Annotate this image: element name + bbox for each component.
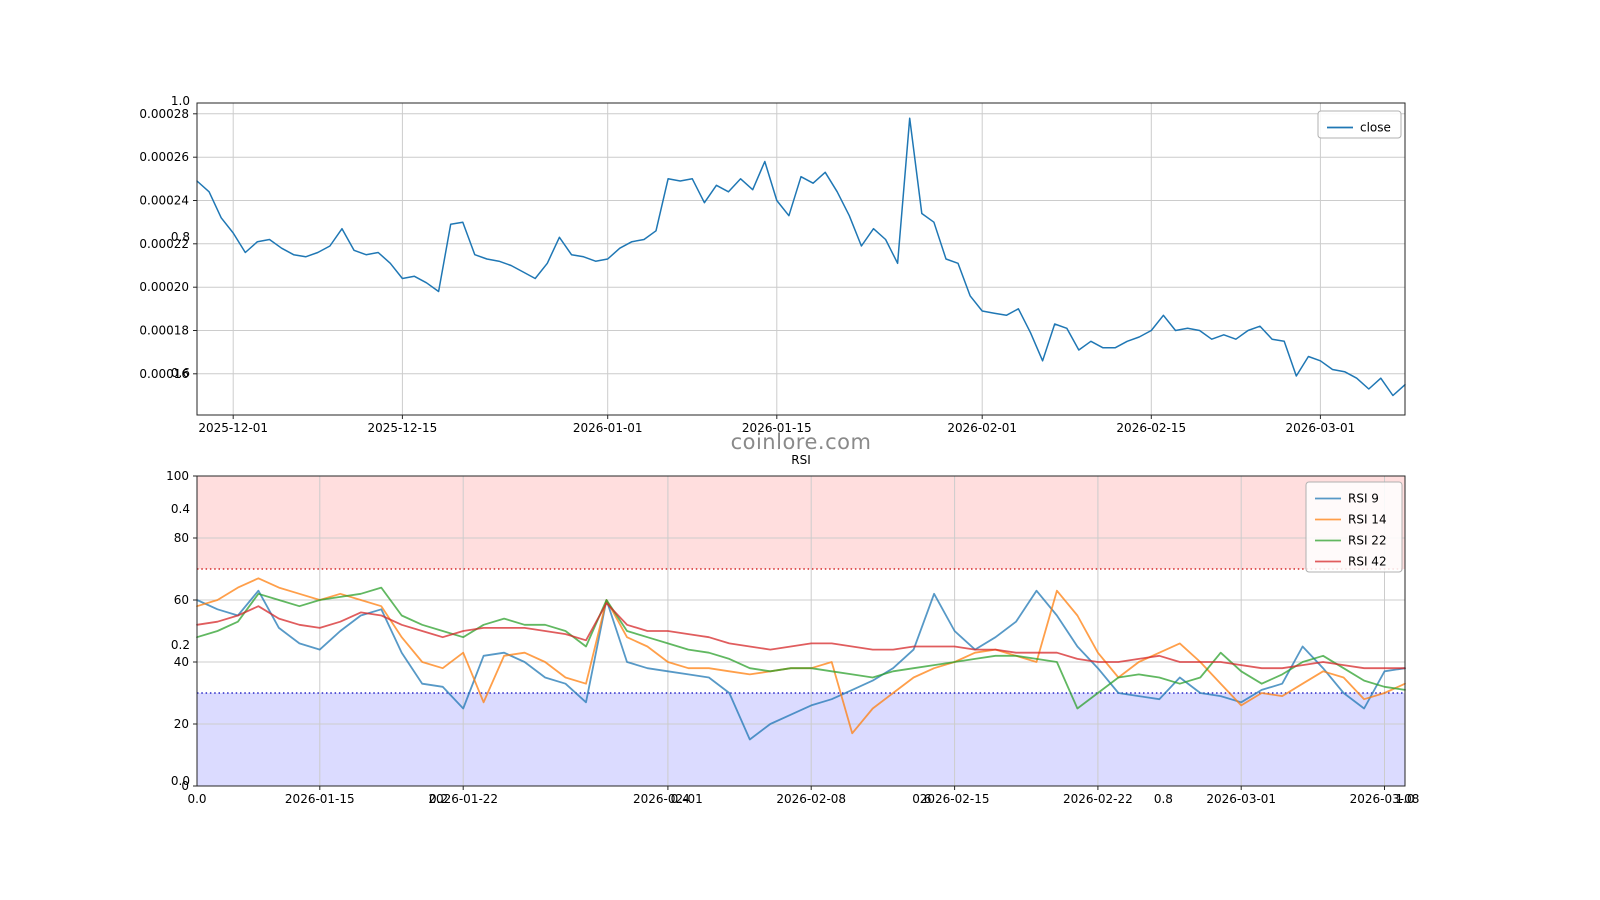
y-tick-label: 0.00022 xyxy=(139,237,189,251)
legend-label: RSI 9 xyxy=(1348,492,1379,506)
y-tick-label: 60 xyxy=(174,593,189,607)
x-tick-label: 2026-01-22 xyxy=(428,792,498,806)
legend-label: RSI 42 xyxy=(1348,555,1387,569)
secondary-x-tick-label: 0.4 xyxy=(671,792,690,806)
oversold-band xyxy=(197,693,1405,786)
legend-label: RSI 22 xyxy=(1348,534,1387,548)
y-tick-label: 0.00016 xyxy=(139,367,189,381)
x-tick-label: 2026-02-01 xyxy=(633,792,703,806)
y-tick-label: 0.00028 xyxy=(139,107,189,121)
y-tick-label: 0.00020 xyxy=(139,280,189,294)
series-line-rsi-9 xyxy=(196,589,1406,741)
secondary-x-tick-label: 0.0 xyxy=(187,792,206,806)
x-tick-label: 2026-01-01 xyxy=(573,421,643,435)
secondary-y-tick-label: 0.6 xyxy=(171,366,190,380)
y-tick-label: 0.00024 xyxy=(139,194,189,208)
x-tick-label: 2025-12-01 xyxy=(198,421,268,435)
secondary-x-tick-label: 0.2 xyxy=(429,792,448,806)
y-tick-label: 100 xyxy=(166,469,189,483)
y-tick-label: 0.00026 xyxy=(139,150,189,164)
x-tick-label: 2026-03-01 xyxy=(1286,421,1356,435)
legend-box xyxy=(1317,110,1402,139)
x-tick-label: 2026-02-22 xyxy=(1063,792,1133,806)
y-tick-label: 40 xyxy=(174,655,189,669)
x-tick-label: 2026-03-01 xyxy=(1206,792,1276,806)
y-tick-label: 80 xyxy=(174,531,189,545)
secondary-y-tick-label: 0.2 xyxy=(171,638,190,652)
plot-border xyxy=(196,475,1406,787)
x-tick-label: 2026-02-01 xyxy=(947,421,1017,435)
legend-box xyxy=(1305,481,1403,573)
secondary-x-tick-label: 0.8 xyxy=(1154,792,1173,806)
x-tick-label: 2026-01-15 xyxy=(285,792,355,806)
series-line-close xyxy=(196,117,1406,397)
plot-border xyxy=(196,102,1406,416)
secondary-y-tick-label: 0.0 xyxy=(171,774,190,788)
legend-label: RSI 14 xyxy=(1348,513,1387,527)
y-tick-label: 0 xyxy=(181,779,189,793)
secondary-y-tick-label: 0.4 xyxy=(171,502,190,516)
y-tick-label: 0.00018 xyxy=(139,324,189,338)
x-tick-label: 2025-12-15 xyxy=(368,421,438,435)
x-tick-label: 2026-02-15 xyxy=(920,792,990,806)
x-tick-label: 2026-02-08 xyxy=(776,792,846,806)
legend-label: close xyxy=(1360,121,1391,135)
secondary-y-tick-label: 1.0 xyxy=(171,94,190,108)
x-tick-label: 2026-02-15 xyxy=(1116,421,1186,435)
y-tick-label: 20 xyxy=(174,717,189,731)
rsi-chart-title: RSI xyxy=(791,453,811,467)
watermark: coinlore.com xyxy=(730,430,872,454)
secondary-y-tick-label: 0.8 xyxy=(171,230,190,244)
secondary-x-tick-label: 0.6 xyxy=(912,792,931,806)
series-line-rsi-42 xyxy=(196,602,1406,670)
secondary-x-tick-label: 1.0 xyxy=(1395,792,1414,806)
series-line-rsi-22 xyxy=(196,586,1406,710)
x-tick-label: 2026-03-08 xyxy=(1350,792,1420,806)
x-tick-label: 2026-01-15 xyxy=(742,421,812,435)
overbought-band xyxy=(197,476,1405,569)
